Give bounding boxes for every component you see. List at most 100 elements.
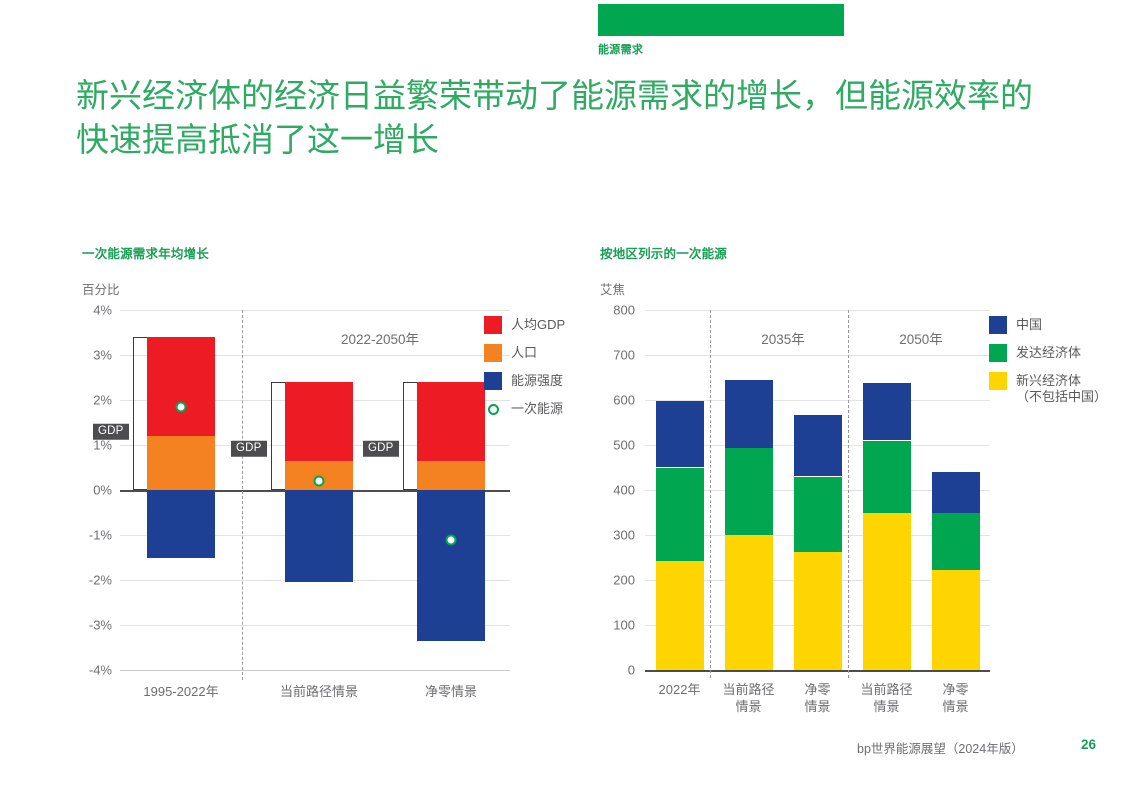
gdp-bracket	[133, 337, 147, 490]
group-divider	[242, 310, 243, 680]
legend-label: 能源强度	[511, 373, 564, 388]
left-chart-title: 一次能源需求年均增长	[82, 247, 210, 261]
bar-segment-developed	[793, 476, 842, 553]
bar-segment-developed	[931, 513, 980, 571]
legend-label: 一次能源	[511, 401, 564, 416]
gdp-bracket-label: GDP	[93, 423, 129, 441]
gdp-bracket	[403, 382, 417, 490]
y-axis-tick-label: -3%	[88, 617, 112, 633]
gdp-bracket-label: GDP	[363, 440, 399, 458]
footer-page-number: 26	[1081, 737, 1097, 752]
x-axis-tick-label: 当前路径情景	[279, 684, 358, 699]
gridline	[645, 400, 990, 401]
legend-color-swatch	[484, 316, 502, 334]
legend-item[interactable]: 发达经济体	[989, 344, 1107, 362]
gridline	[120, 625, 510, 626]
x-axis-tick-label: 1995-2022年	[143, 684, 219, 699]
x-axis-line	[645, 670, 990, 672]
bar-segment-energy-intensity	[285, 490, 353, 583]
bar-segment-energy-intensity	[147, 490, 215, 558]
right-chart-plot: 800 700 600 500 400 300 200 100 0 2035年 2050年 2022年…	[600, 303, 1000, 714]
y-axis-tick-label: 3%	[93, 347, 112, 363]
y-axis-tick-label: 2%	[93, 392, 112, 408]
legend-color-swatch	[484, 344, 502, 362]
bar-segment-population	[417, 460, 485, 490]
right-chart-title: 按地区列示的一次能源	[600, 247, 728, 261]
legend-item[interactable]: 中国	[989, 316, 1107, 334]
primary-energy-marker	[175, 401, 187, 413]
x-axis-tick-label: 净零情景	[424, 684, 477, 699]
bar-segment-gdp-per-capita	[417, 382, 485, 461]
legend-item[interactable]: 新兴经济体 （不包括中国）	[989, 372, 1107, 406]
y-axis-tick-label: 500	[613, 437, 635, 453]
y-axis-tick-label: 100	[613, 617, 635, 633]
x-axis-tick-label: 净零 情景	[942, 682, 969, 714]
right-chart-unit: 艾焦	[600, 283, 626, 297]
bar-segment-emerging-ex-china	[724, 535, 773, 670]
x-axis-tick-label: 当前路径 情景	[722, 682, 775, 714]
bar-segment-gdp-per-capita	[285, 382, 353, 461]
y-axis-tick-label: 700	[613, 347, 635, 363]
bar-segment-emerging-ex-china	[862, 513, 911, 670]
group-divider	[710, 310, 711, 678]
bar-segment-population	[147, 436, 215, 490]
legend-color-swatch	[484, 372, 502, 390]
y-axis-tick-label: -1%	[88, 527, 112, 543]
stacked-bar-column	[147, 310, 215, 670]
bar-segment-energy-intensity	[417, 490, 485, 641]
bar-segment-developed	[655, 467, 704, 561]
y-axis-tick-label: 600	[613, 392, 635, 408]
legend-item[interactable]: 能源强度	[484, 372, 565, 390]
y-axis-tick-label: 0	[627, 662, 635, 678]
legend-item[interactable]: 一次能源	[484, 400, 565, 418]
legend-marker-ring-icon	[484, 400, 502, 418]
stacked-bar-column	[724, 310, 773, 670]
legend-label: 中国	[1016, 317, 1043, 332]
y-axis-tick-label: 1%	[93, 437, 112, 453]
y-axis-tick-label: 300	[613, 527, 635, 543]
bar-segment-china	[931, 472, 980, 514]
left-chart-legend: 人均GDP 人口能源强度一次能源	[484, 316, 565, 428]
legend-label: 发达经济体	[1016, 345, 1082, 360]
x-axis-line	[120, 670, 510, 671]
group-label-2022-2050: 2022-2050年	[340, 332, 420, 347]
right-chart-legend: 中国发达经济体新兴经济体 （不包括中国）	[989, 316, 1107, 416]
stacked-bar-column	[862, 310, 911, 670]
stacked-bar-column	[285, 310, 353, 670]
y-axis-tick-label: 400	[613, 482, 635, 498]
y-axis-tick-label: 0%	[93, 482, 112, 498]
legend-label: 新兴经济体 （不包括中国）	[1016, 373, 1108, 405]
gridline	[645, 310, 990, 311]
x-axis-tick-label: 净零 情景	[804, 682, 831, 714]
stacked-bar-column	[417, 310, 485, 670]
group-divider	[848, 310, 849, 678]
y-axis-tick-label: -2%	[88, 572, 112, 588]
bar-segment-china	[724, 379, 773, 449]
gdp-bracket-label: GDP	[231, 440, 267, 458]
gridline	[645, 355, 990, 356]
stacked-bar-column	[655, 310, 704, 670]
legend-item[interactable]: 人均GDP	[484, 316, 565, 334]
gridline	[120, 310, 510, 311]
header-accent-bar	[598, 4, 844, 36]
primary-energy-marker	[313, 475, 325, 487]
legend-color-swatch	[989, 372, 1007, 390]
bar-segment-china	[793, 414, 842, 477]
gridline	[120, 355, 510, 356]
y-axis-tick-label: -4%	[88, 662, 112, 678]
bar-segment-emerging-ex-china	[793, 552, 842, 670]
legend-color-swatch	[989, 316, 1007, 334]
legend-item[interactable]: 人口	[484, 344, 565, 362]
stacked-bar-column	[793, 310, 842, 670]
left-chart-unit: 百分比	[82, 283, 120, 297]
bar-segment-emerging-ex-china	[655, 560, 704, 670]
legend-color-swatch	[989, 344, 1007, 362]
x-axis-tick-label: 当前路径 情景	[860, 682, 913, 714]
primary-energy-marker	[445, 534, 457, 545]
left-chart-plot: 4% 3% 2% 1% 0% -1% -2% -3% -4% 2022-2050年 1995-202…	[82, 303, 562, 710]
stacked-bar-column	[931, 310, 980, 670]
left-chart-panel: 一次能源需求年均增长 百分比	[82, 243, 582, 298]
bar-segment-emerging-ex-china	[931, 570, 980, 670]
legend-label: 人口	[511, 345, 538, 360]
bar-segment-china	[655, 401, 704, 468]
